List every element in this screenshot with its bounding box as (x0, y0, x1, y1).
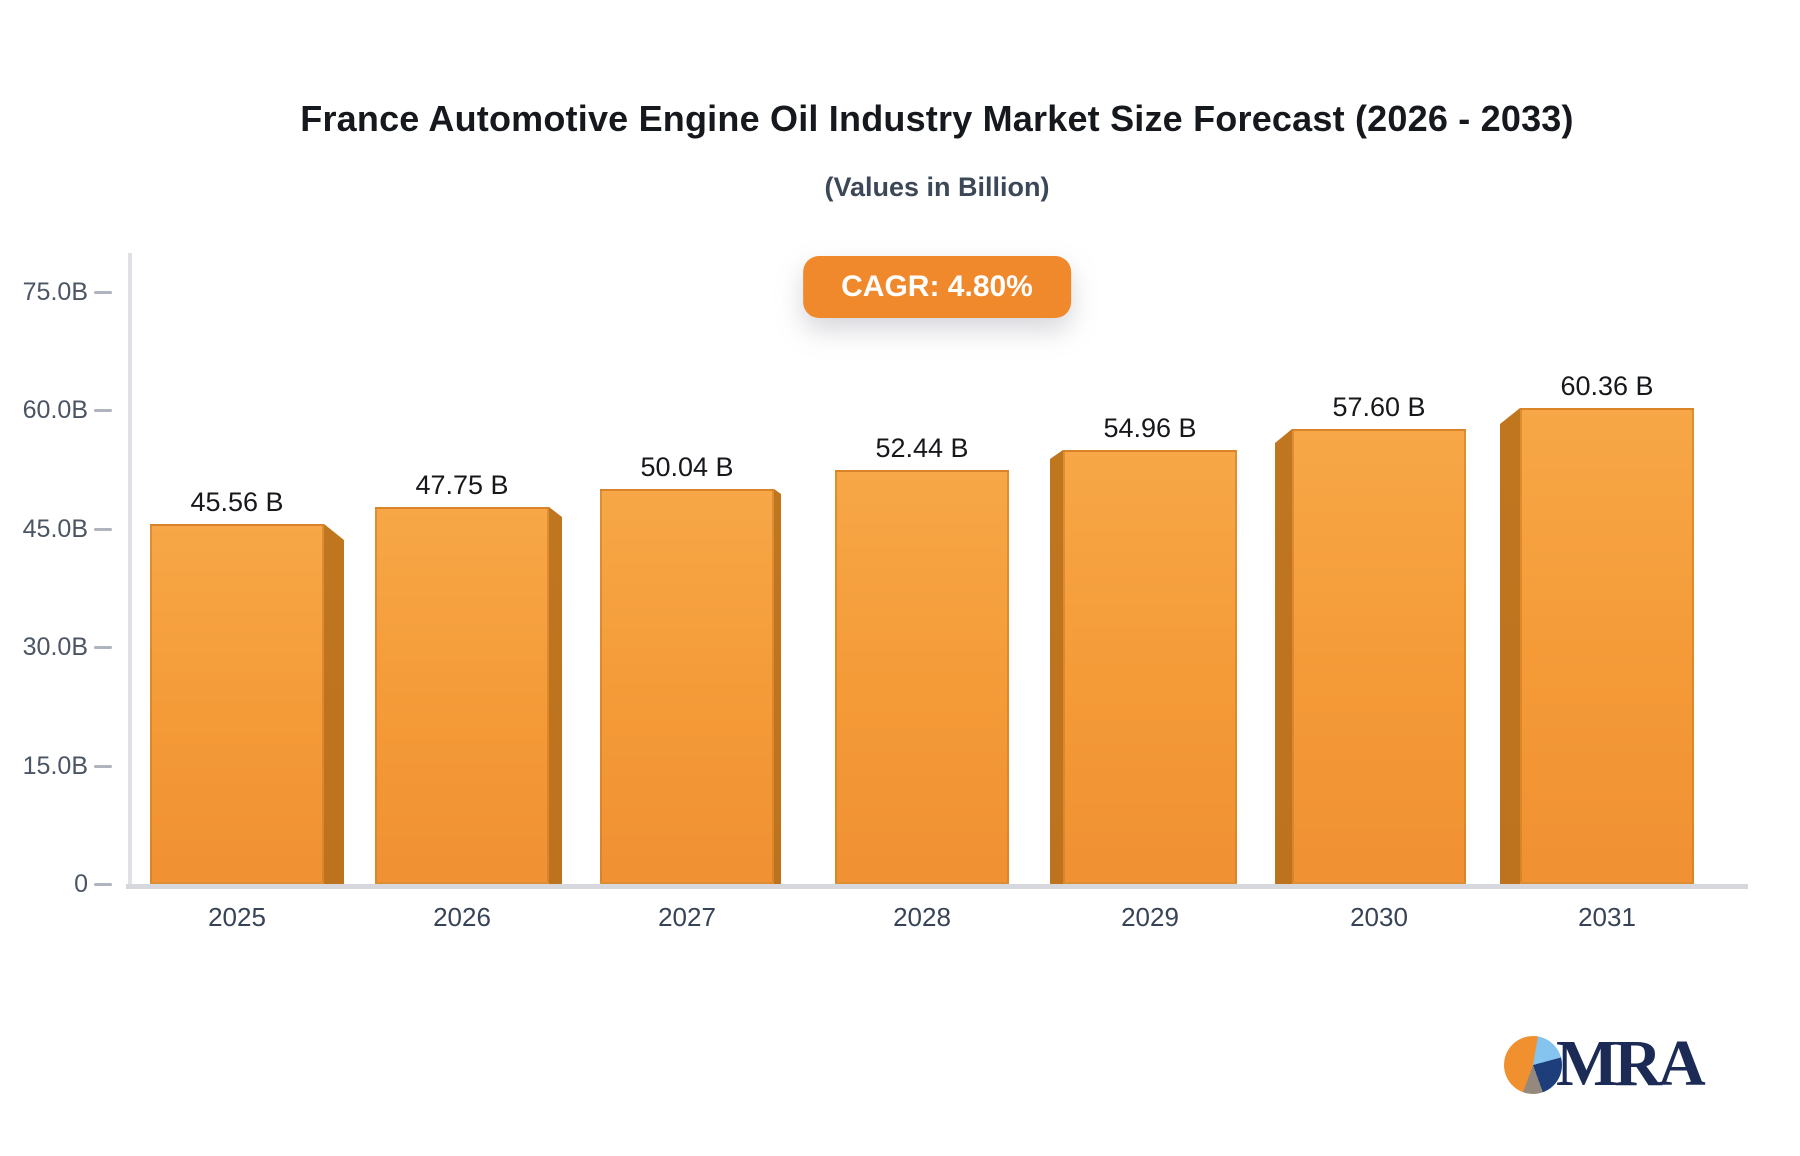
y-axis-tick-mark (94, 764, 112, 768)
y-axis-line (128, 253, 132, 888)
chart-title: France Automotive Engine Oil Industry Ma… (300, 98, 1574, 139)
logo-text: MRA (1556, 1027, 1706, 1100)
x-axis-label-2025: 2025 (208, 902, 266, 932)
cagr-badge: CAGR: 4.80% (803, 256, 1071, 318)
bar-side-2026 (549, 507, 562, 884)
y-axis-tick-mark (94, 883, 112, 886)
bar-side-2031 (1500, 408, 1520, 884)
x-axis-label-2030: 2030 (1350, 902, 1408, 932)
bar-2027[interactable] (600, 489, 774, 884)
bar-side-2030 (1275, 429, 1292, 884)
bar-value-label: 60.36 B (1560, 371, 1654, 401)
y-axis-tick-label: 0 (74, 870, 88, 898)
y-axis-tick-label: 30.0B (22, 633, 88, 662)
x-axis-line (126, 884, 1748, 889)
bar-value-label: 52.44 B (875, 433, 969, 463)
x-axis-label-2026: 2026 (433, 902, 491, 932)
x-axis-label-2028: 2028 (893, 902, 951, 932)
bar-value-label: 45.56 B (190, 487, 284, 517)
x-axis-label-2029: 2029 (1121, 902, 1179, 932)
bar-2026[interactable] (375, 507, 549, 884)
pie-chart-icon (1504, 1036, 1562, 1094)
bar-value-label: 54.96 B (1103, 413, 1197, 443)
bar-2028[interactable] (835, 470, 1009, 884)
y-axis-tick-mark (94, 409, 112, 413)
bar-value-label: 47.75 B (415, 470, 509, 500)
bar-value-label: 50.04 B (640, 452, 734, 482)
x-axis-label-2027: 2027 (658, 902, 716, 932)
y-axis-tick-mark (94, 646, 112, 650)
chart-subtitle: (Values in Billion) (824, 172, 1050, 202)
brand-logo: MRA (1504, 1027, 1724, 1110)
bar-2025[interactable] (150, 524, 324, 884)
bar-2031[interactable] (1520, 408, 1694, 884)
y-axis-tick-label: 45.0B (22, 514, 88, 543)
y-axis-tick-mark (94, 527, 112, 531)
bar-side-2029 (1050, 450, 1063, 884)
y-axis-tick-label: 15.0B (22, 751, 88, 780)
bar-side-2027 (774, 489, 781, 884)
x-axis-label-2031: 2031 (1578, 902, 1636, 932)
y-axis-tick-label: 60.0B (22, 396, 88, 425)
y-axis-tick-mark (94, 291, 112, 294)
bar-value-label: 57.60 B (1332, 392, 1426, 422)
bar-side-2025 (324, 524, 344, 884)
bar-2029[interactable] (1063, 450, 1237, 884)
y-axis-tick-label: 75.0B (22, 278, 88, 306)
bar-2030[interactable] (1292, 429, 1466, 884)
